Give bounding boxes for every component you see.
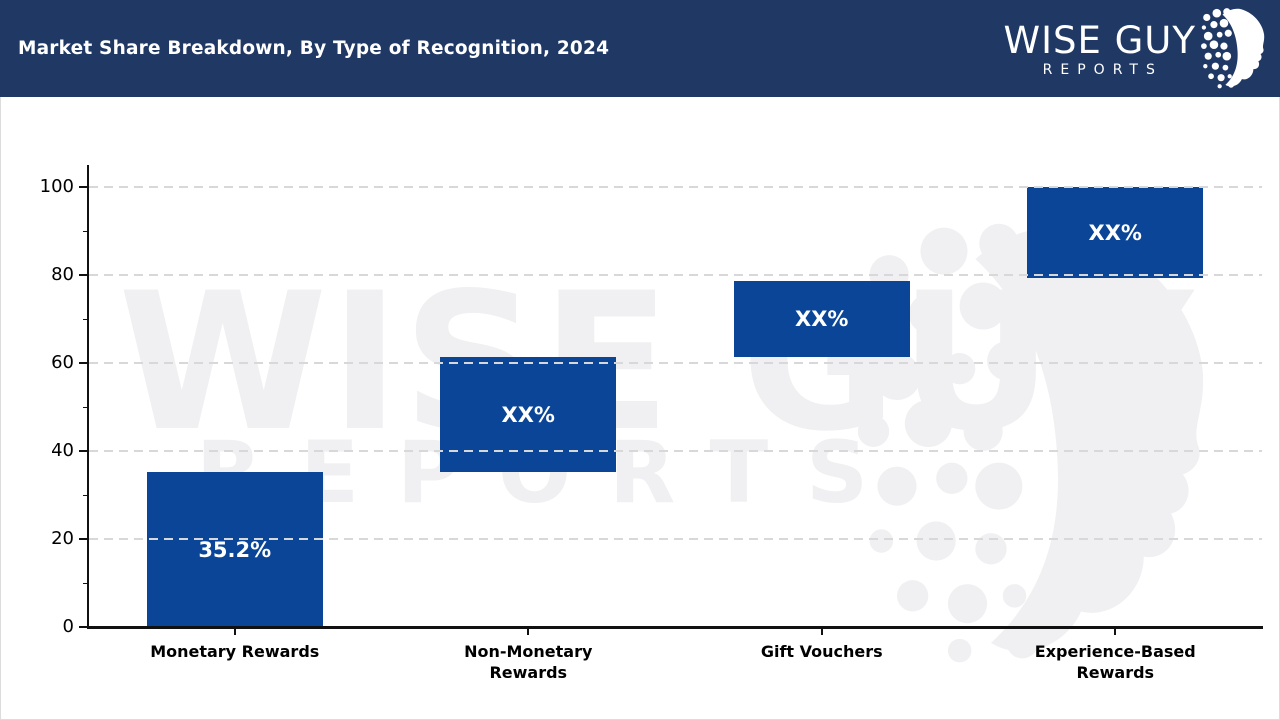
x-category-label-monetary-rewards: Monetary Rewards — [105, 641, 365, 662]
wiseguy-logo: WISE GUY REPORTS — [1004, 5, 1270, 93]
y-minor-tick-90 — [83, 231, 88, 232]
logo-face-icon — [1201, 8, 1265, 89]
gridline-y-80 — [89, 274, 1262, 276]
bar-value-label-gift-vouchers: XX% — [795, 306, 849, 331]
x-category-label-line: Experience-Based — [1034, 642, 1196, 661]
x-tick-non-monetary-rewards — [527, 627, 530, 635]
y-tick-label-40: 40 — [51, 440, 74, 461]
gridline-y-60 — [89, 362, 1262, 364]
y-minor-tick-30 — [83, 495, 88, 496]
header-bar: Market Share Breakdown, By Type of Recog… — [0, 0, 1280, 97]
x-axis-line — [87, 626, 1263, 629]
y-tick-label-0: 0 — [62, 616, 74, 637]
gridline-y-40 — [89, 450, 1262, 452]
x-tick-monetary-rewards — [233, 627, 236, 635]
bar-value-label-experience-based-rewards: XX% — [1088, 220, 1142, 245]
logo-text: WISE GUY REPORTS — [1003, 18, 1196, 78]
y-tick-80 — [79, 274, 88, 276]
bar-value-label-monetary-rewards: 35.2% — [198, 537, 272, 562]
x-category-label-gift-vouchers: Gift Vouchers — [692, 641, 952, 662]
x-tick-experience-based-rewards — [1114, 627, 1117, 635]
y-tick-label-100: 100 — [39, 176, 74, 197]
y-minor-tick-10 — [83, 583, 88, 584]
x-tick-gift-vouchers — [820, 627, 823, 635]
logo-wordmark: WISE GUY — [1003, 18, 1196, 62]
y-minor-tick-50 — [83, 407, 88, 408]
logo-subtitle: REPORTS — [1042, 61, 1163, 78]
y-tick-label-60: 60 — [51, 352, 74, 373]
x-category-label-line: Monetary Rewards — [150, 642, 320, 661]
y-axis-line — [87, 165, 89, 629]
y-tick-40 — [79, 450, 88, 452]
bar-value-label-non-monetary-rewards: XX% — [501, 402, 555, 427]
y-tick-label-20: 20 — [51, 528, 74, 549]
x-category-label-line: Gift Vouchers — [760, 642, 883, 661]
page-title: Market Share Breakdown, By Type of Recog… — [18, 38, 610, 59]
x-category-label-experience-based-rewards: Experience-Based Rewards — [985, 641, 1245, 683]
y-minor-tick-70 — [83, 319, 88, 320]
bar-monetary-rewards — [146, 472, 323, 627]
gridline-y-20 — [89, 538, 1262, 540]
y-tick-60 — [79, 362, 88, 364]
bar-gift-vouchers — [733, 280, 910, 357]
x-category-label-non-monetary-rewards: Non-Monetary Rewards — [398, 641, 658, 683]
y-tick-0 — [79, 626, 88, 628]
bar-experience-based-rewards — [1027, 187, 1204, 279]
x-category-label-line: Non-Monetary — [464, 642, 593, 661]
gridline-y-100 — [89, 186, 1262, 188]
y-tick-20 — [79, 538, 88, 540]
y-tick-100 — [79, 186, 88, 188]
x-category-label-line: Rewards — [489, 663, 568, 682]
bar-non-monetary-rewards — [440, 357, 617, 473]
y-tick-label-80: 80 — [51, 264, 74, 285]
x-category-label-line: Rewards — [1076, 663, 1155, 682]
